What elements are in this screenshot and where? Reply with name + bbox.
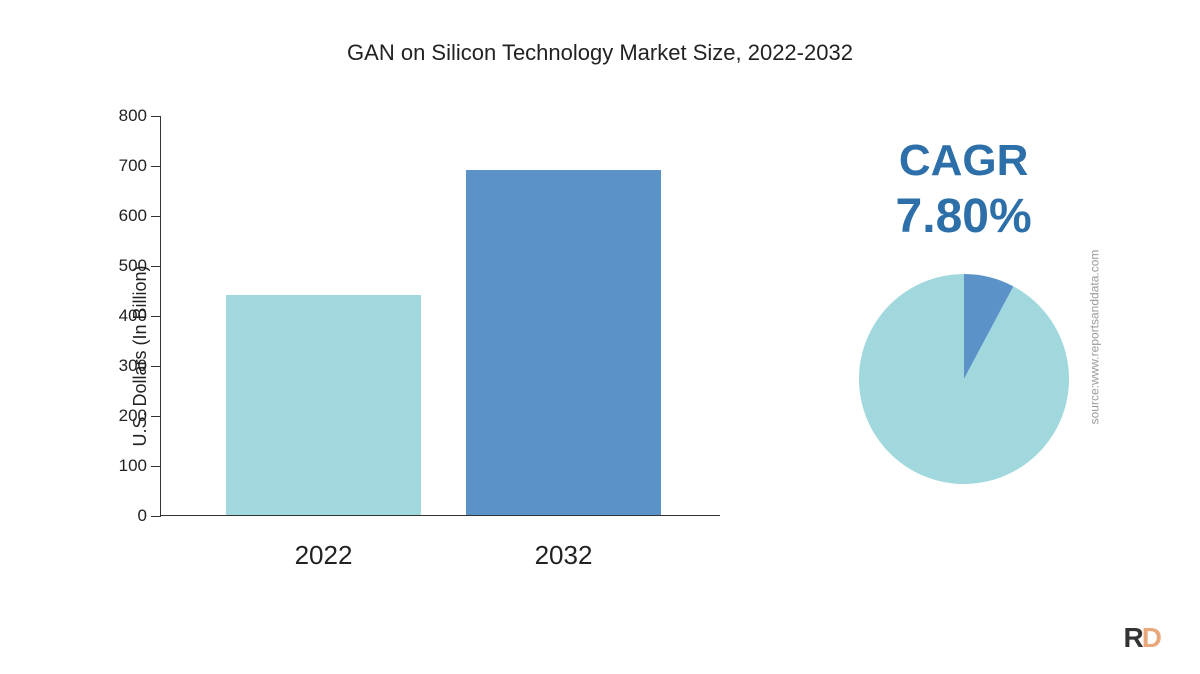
cagr-label: CAGR [899, 136, 1029, 187]
pie-slice [859, 274, 1069, 484]
y-tick-label: 500 [119, 256, 161, 276]
x-label-2032: 2032 [535, 540, 593, 571]
y-tick-label: 400 [119, 306, 161, 326]
bar-2022 [226, 295, 421, 515]
content-row: U.S. Dollars (In Billion) 01002003004005… [60, 116, 1140, 596]
logo-letter-r: R [1124, 622, 1142, 653]
bar-chart-area: U.S. Dollars (In Billion) 01002003004005… [100, 116, 727, 596]
y-tick-label: 0 [138, 506, 161, 526]
x-label-2022: 2022 [295, 540, 353, 571]
cagr-value: 7.80% [896, 189, 1032, 244]
y-tick-label: 600 [119, 206, 161, 226]
y-tick-label: 300 [119, 356, 161, 376]
y-tick-label: 200 [119, 406, 161, 426]
bar-chart-plot: 010020030040050060070080020222032 [160, 116, 720, 516]
chart-title: GAN on Silicon Technology Market Size, 2… [60, 40, 1140, 66]
brand-logo: RD [1124, 622, 1160, 654]
y-tick-label: 700 [119, 156, 161, 176]
logo-letter-d: D [1142, 622, 1160, 653]
chart-container: GAN on Silicon Technology Market Size, 2… [0, 0, 1200, 674]
y-tick-label: 100 [119, 456, 161, 476]
source-attribution: source:www.reportsanddata.com [1088, 250, 1102, 425]
pie-chart [859, 274, 1069, 484]
bar-2032 [466, 170, 661, 515]
y-tick-label: 800 [119, 106, 161, 126]
